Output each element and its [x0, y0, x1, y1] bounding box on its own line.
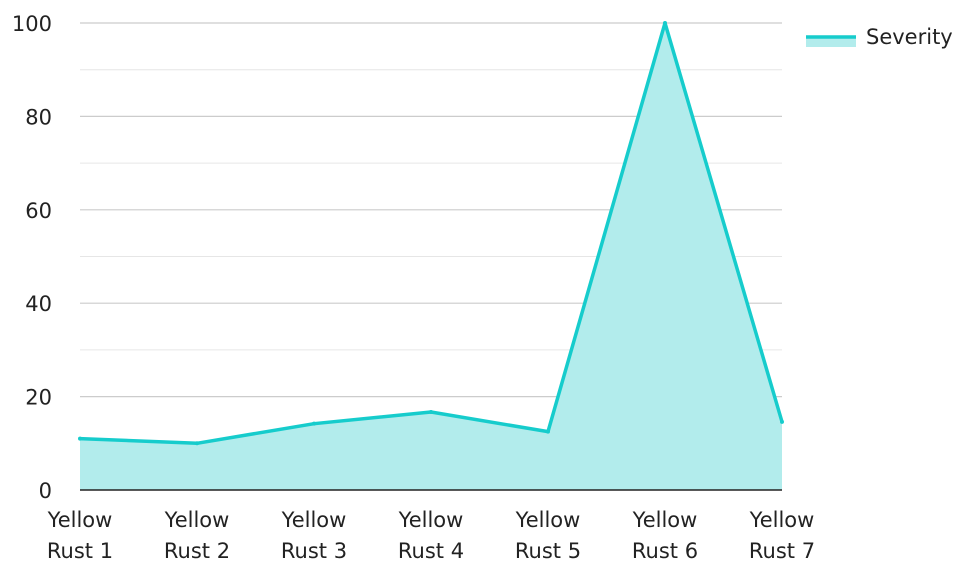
- data-point[interactable]: [312, 421, 316, 426]
- y-tick-label: 40: [25, 292, 52, 316]
- x-tick-label: Yellow Rust 7: [749, 508, 815, 562]
- data-point[interactable]: [78, 436, 82, 441]
- legend-label: Severity: [866, 25, 953, 49]
- x-tick-label: Yellow Rust 6: [632, 508, 698, 562]
- y-tick-label: 100: [12, 12, 52, 36]
- data-point[interactable]: [663, 21, 667, 25]
- data-point[interactable]: [780, 419, 784, 424]
- y-axis-ticks: 0 20 40 60 80 100: [12, 12, 52, 503]
- y-tick-label: 20: [25, 386, 52, 410]
- x-tick-label: Yellow Rust 1: [47, 508, 113, 562]
- x-tick-label: Yellow Rust 4: [398, 508, 464, 562]
- y-tick-label: 0: [39, 479, 52, 503]
- severity-area-fill: [80, 23, 782, 490]
- y-tick-label: 60: [25, 199, 52, 223]
- data-point[interactable]: [429, 410, 433, 415]
- x-axis-ticks: Yellow Rust 1 Yellow Rust 2 Yellow Rust 3 Yell…: [47, 508, 815, 562]
- x-tick-label: Yellow Rust 2: [164, 508, 230, 562]
- x-tick-label: Yellow Rust 5: [515, 508, 581, 562]
- data-point[interactable]: [195, 441, 199, 446]
- data-point[interactable]: [546, 429, 550, 434]
- y-tick-label: 80: [25, 105, 52, 129]
- legend-swatch-fill: [806, 37, 856, 47]
- x-tick-label: Yellow Rust 3: [281, 508, 347, 562]
- area-series: [78, 21, 784, 490]
- legend: Severity: [806, 25, 953, 49]
